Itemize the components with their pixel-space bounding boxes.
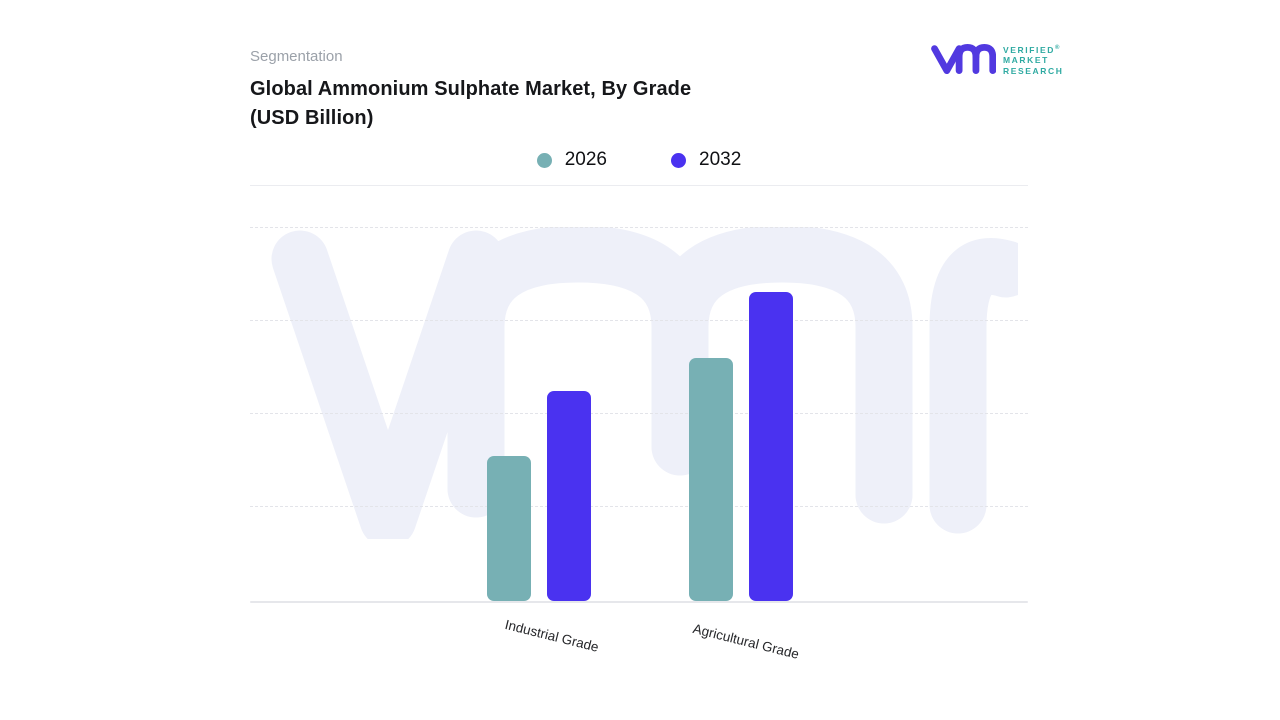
legend-divider bbox=[250, 185, 1028, 186]
title-line-2: (USD Billion) bbox=[250, 107, 374, 129]
x-axis-line bbox=[250, 601, 1028, 603]
gridline-3 bbox=[250, 320, 1028, 321]
brand-logo: VERIFIED® MARKET RESEARCH bbox=[930, 38, 1064, 80]
vmr-watermark-icon bbox=[271, 227, 1018, 539]
chart-legend: 2026 2032 bbox=[250, 146, 1028, 174]
brand-line-verified: VERIFIED® bbox=[1003, 44, 1060, 55]
header: Segmentation Global Ammonium Sulphate Ma… bbox=[250, 48, 870, 133]
gridline-2 bbox=[250, 413, 1028, 414]
brand-line-market: MARKET bbox=[1003, 55, 1049, 66]
registered-mark: ® bbox=[1055, 45, 1060, 51]
bar-agricultural-grade-2032 bbox=[749, 292, 793, 601]
x-label-industrial-grade: Industrial Grade bbox=[503, 617, 601, 655]
brand-name: VERIFIED® MARKET RESEARCH bbox=[1003, 43, 1064, 76]
legend-label-2032: 2032 bbox=[699, 149, 742, 170]
vmr-logo-icon bbox=[931, 43, 996, 75]
title-line-1: Global Ammonium Sulphate Market, By Grad… bbox=[250, 78, 692, 100]
page-title: Global Ammonium Sulphate Market, By Grad… bbox=[250, 75, 870, 133]
bar-industrial-grade-2032 bbox=[547, 391, 591, 601]
x-label-agricultural-grade: Agricultural Grade bbox=[691, 621, 801, 662]
legend-item-2032: 2032 bbox=[671, 149, 741, 171]
legend-label-2026: 2026 bbox=[564, 149, 607, 170]
bar-agricultural-grade-2026 bbox=[689, 358, 733, 601]
legend-dot-2032 bbox=[671, 152, 686, 168]
gridline-1 bbox=[250, 506, 1028, 507]
brand-line-research: RESEARCH bbox=[1003, 65, 1064, 76]
legend-dot-2026 bbox=[536, 152, 552, 168]
x-axis-labels: Industrial Grade Agricultural Grade bbox=[250, 603, 1028, 683]
bar-industrial-grade-2026 bbox=[487, 456, 531, 601]
legend-item-2026: 2026 bbox=[536, 149, 607, 171]
gridline-4 bbox=[250, 227, 1028, 228]
segmentation-label: Segmentation bbox=[250, 48, 343, 65]
plot-area bbox=[250, 225, 1028, 603]
